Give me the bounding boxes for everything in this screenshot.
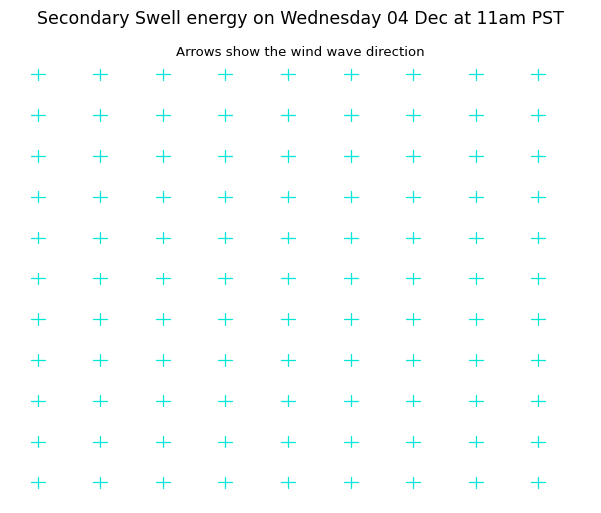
Text: Secondary Swell energy on Wednesday 04 Dec at 11am PST: Secondary Swell energy on Wednesday 04 D… (37, 10, 564, 28)
Text: Arrows show the wind wave direction: Arrows show the wind wave direction (176, 46, 425, 59)
